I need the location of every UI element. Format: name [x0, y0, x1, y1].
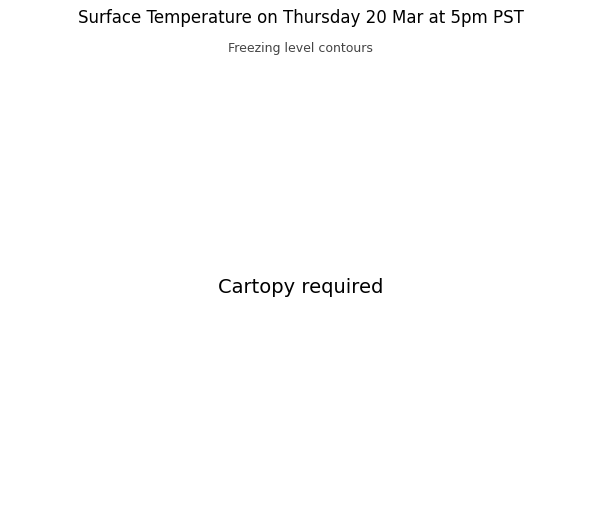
Text: Freezing level contours: Freezing level contours — [228, 42, 373, 54]
Text: Cartopy required: Cartopy required — [218, 278, 383, 297]
Text: Surface Temperature on Thursday 20 Mar at 5pm PST: Surface Temperature on Thursday 20 Mar a… — [78, 9, 523, 28]
